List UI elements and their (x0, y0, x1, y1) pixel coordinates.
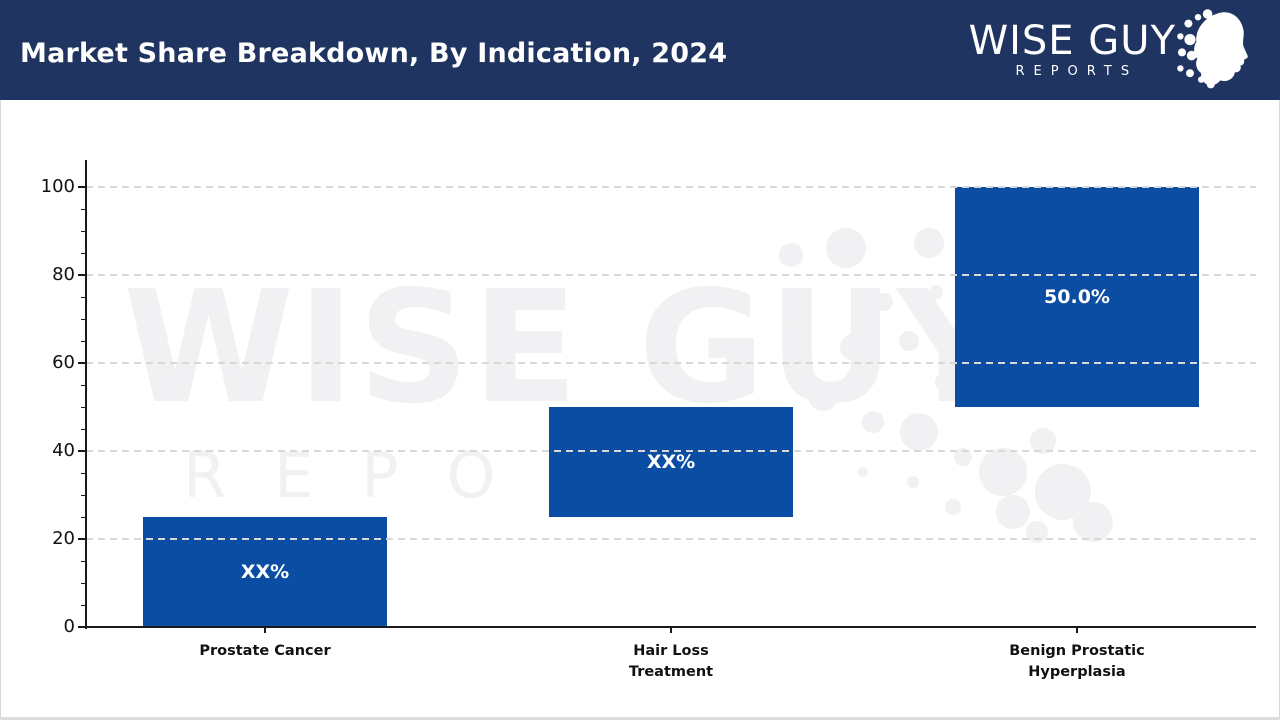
y-tick-label: 80 (52, 264, 75, 285)
gridline-y-100 (86, 186, 1256, 188)
plot-area: XX% XX% 50.0% 0 20 40 60 80 100 Prostate Cancer Ha… (1, 100, 1279, 717)
y-minor-tick (81, 473, 86, 474)
y-tick-label: 100 (40, 176, 75, 197)
bar-hair-loss-treatment: XX% (549, 407, 793, 517)
brand-logo-text: WISE GUY REPORTS (969, 21, 1176, 79)
y-minor-tick (81, 209, 86, 210)
gridline-y-80 (86, 274, 1256, 276)
y-minor-tick (81, 297, 86, 298)
page-title: Market Share Breakdown, By Indication, 2… (20, 37, 728, 69)
wiseguy-face-logo-icon (1177, 9, 1248, 89)
y-minor-tick (81, 583, 86, 584)
x-category-label-line: Benign Prostatic (1009, 643, 1145, 659)
logo-subtext: REPORTS (1015, 64, 1139, 79)
x-category-label-line: Treatment (628, 664, 714, 680)
gridline-y-20 (86, 538, 1256, 540)
y-tick (78, 450, 86, 452)
y-minor-tick (81, 495, 86, 496)
y-tick (78, 626, 86, 628)
y-tick (78, 362, 86, 364)
y-minor-tick (81, 385, 86, 386)
y-tick-label: 0 (63, 616, 75, 637)
bar-prostate-cancer: XX% (143, 517, 387, 627)
y-tick-label: 20 (52, 528, 75, 549)
gridline-y-40 (86, 450, 1256, 452)
x-tick (1076, 627, 1078, 633)
chart-area: WISE GUY REPORTS XX% XX% 50.0% 0 20 40 60 80 100… (0, 100, 1280, 720)
bar-value-label: 50.0% (1044, 286, 1110, 308)
y-tick (78, 274, 86, 276)
header-banner: Market Share Breakdown, By Indication, 2… (0, 0, 1280, 100)
bar-benign-prostatic-hyperplasia: 50.0% (955, 187, 1199, 407)
x-category-label: Benign Prostatic Hyperplasia (917, 641, 1237, 683)
y-tick (78, 186, 86, 188)
y-minor-tick (81, 319, 86, 320)
y-minor-tick (81, 253, 86, 254)
x-tick (670, 627, 672, 633)
x-category-label: Prostate Cancer (105, 641, 425, 662)
x-category-label-line: Hair Loss (633, 643, 709, 659)
gridline-y-60 (86, 362, 1256, 364)
y-tick (78, 538, 86, 540)
y-tick-label: 60 (52, 352, 75, 373)
y-axis-line (85, 160, 87, 629)
x-category-label-line: Hyperplasia (1028, 664, 1126, 680)
x-category-label: Hair Loss Treatment (511, 641, 831, 683)
y-minor-tick (81, 429, 86, 430)
x-category-label-line: Prostate Cancer (199, 643, 331, 659)
x-tick (264, 627, 266, 633)
bar-value-label: XX% (646, 451, 696, 473)
watermark-dots-icon (779, 228, 1113, 543)
y-minor-tick (81, 231, 86, 232)
y-minor-tick (81, 407, 86, 408)
y-minor-tick (81, 605, 86, 606)
y-minor-tick (81, 341, 86, 342)
y-tick-label: 40 (52, 440, 75, 461)
bar-value-label: XX% (240, 561, 290, 583)
logo-wordmark: WISE GUY (968, 18, 1176, 64)
brand-logo: WISE GUY REPORTS (969, 6, 1262, 94)
y-minor-tick (81, 517, 86, 518)
y-minor-tick (81, 561, 86, 562)
